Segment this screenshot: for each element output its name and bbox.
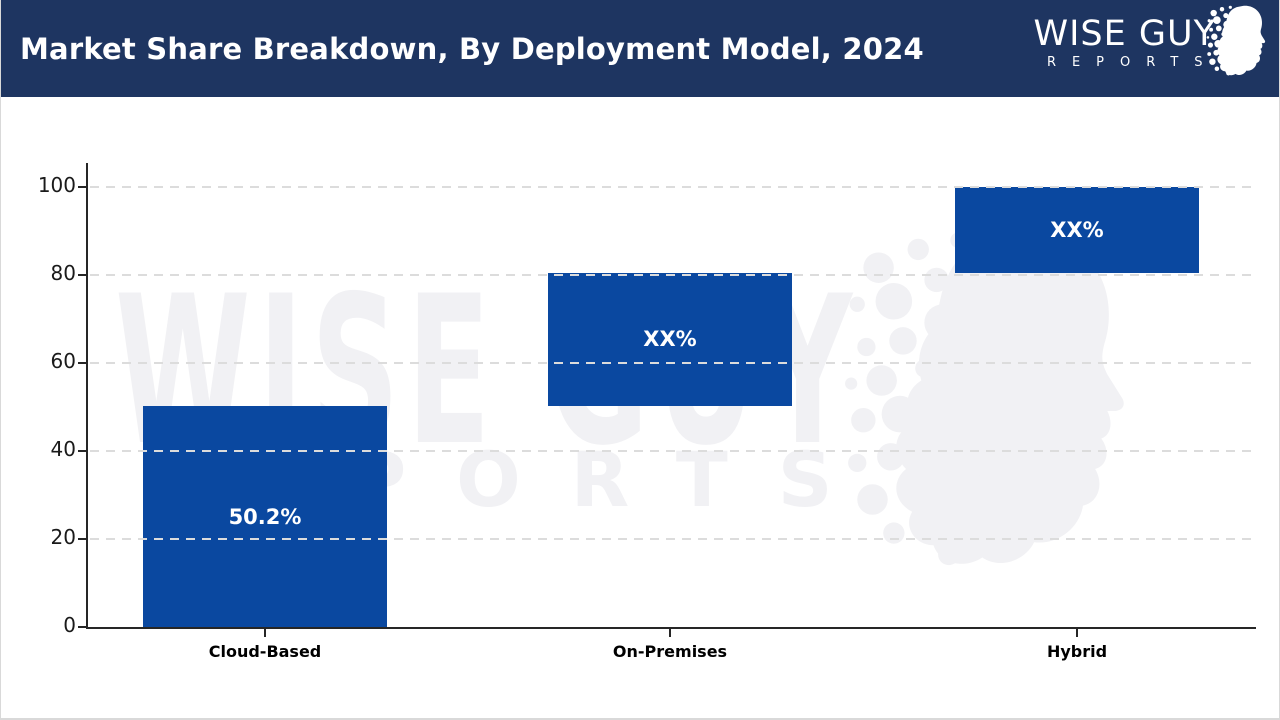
- logo-wordmark-block: WISE GUY REPORTS: [1033, 15, 1216, 70]
- brand-logo: WISE GUY REPORTS: [1033, 4, 1270, 81]
- y-tick: [78, 450, 86, 452]
- x-tick-label: On-Premises: [612, 642, 728, 661]
- bar-hybrid: XX%: [955, 187, 1199, 273]
- y-tick-label: 60: [50, 349, 76, 373]
- bar-value-label: 50.2%: [228, 504, 302, 529]
- y-axis: [86, 163, 88, 629]
- y-tick: [78, 362, 86, 364]
- logo-wordmark: WISE GUY: [1033, 14, 1216, 55]
- gridline: [90, 450, 1256, 452]
- y-tick: [78, 186, 86, 188]
- logo-head-icon: [1206, 5, 1266, 76]
- bar-value-label: XX%: [1050, 217, 1104, 242]
- header: Market Share Breakdown, By Deployment Mo…: [0, 0, 1280, 97]
- x-tick-label: Hybrid: [1046, 642, 1108, 661]
- x-tick: [264, 629, 266, 637]
- y-tick: [78, 538, 86, 540]
- x-tick: [669, 629, 671, 637]
- gridline: [90, 274, 1256, 276]
- bar-value-label: XX%: [643, 327, 697, 352]
- y-tick-label: 80: [50, 261, 76, 285]
- y-tick-label: 0: [63, 613, 76, 637]
- logo-subtext: REPORTS: [1046, 54, 1219, 70]
- y-tick-label: 100: [37, 173, 76, 197]
- page-title: Market Share Breakdown, By Deployment Mo…: [20, 31, 924, 66]
- x-tick-label: Cloud-Based: [208, 642, 322, 661]
- gridline: [90, 362, 1256, 364]
- x-tick: [1076, 629, 1078, 637]
- gridline: [90, 538, 1256, 540]
- gridline: [90, 186, 1256, 188]
- bar-cloud-based: 50.2%: [143, 406, 387, 627]
- y-tick-label: 40: [50, 437, 76, 461]
- bar-on-premises: XX%: [548, 272, 792, 407]
- y-tick: [78, 274, 86, 276]
- y-tick: [78, 626, 86, 628]
- x-axis: [86, 627, 1256, 629]
- y-tick-label: 20: [50, 525, 76, 549]
